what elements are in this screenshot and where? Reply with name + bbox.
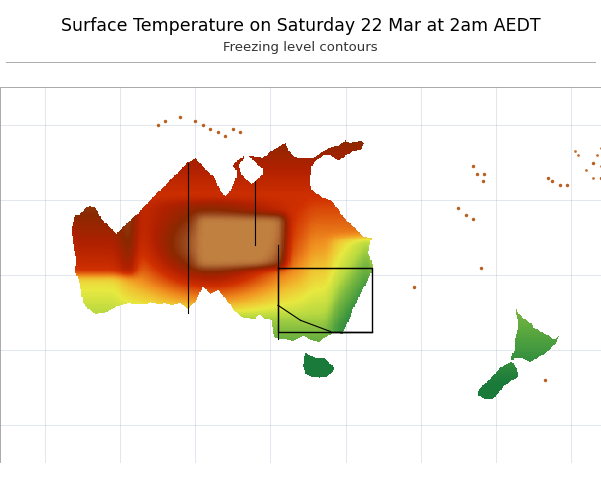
Text: Freezing level contours: Freezing level contours [223,41,378,55]
Text: Surface Temperature on Saturday 22 Mar at 2am AEDT: Surface Temperature on Saturday 22 Mar a… [61,17,540,35]
